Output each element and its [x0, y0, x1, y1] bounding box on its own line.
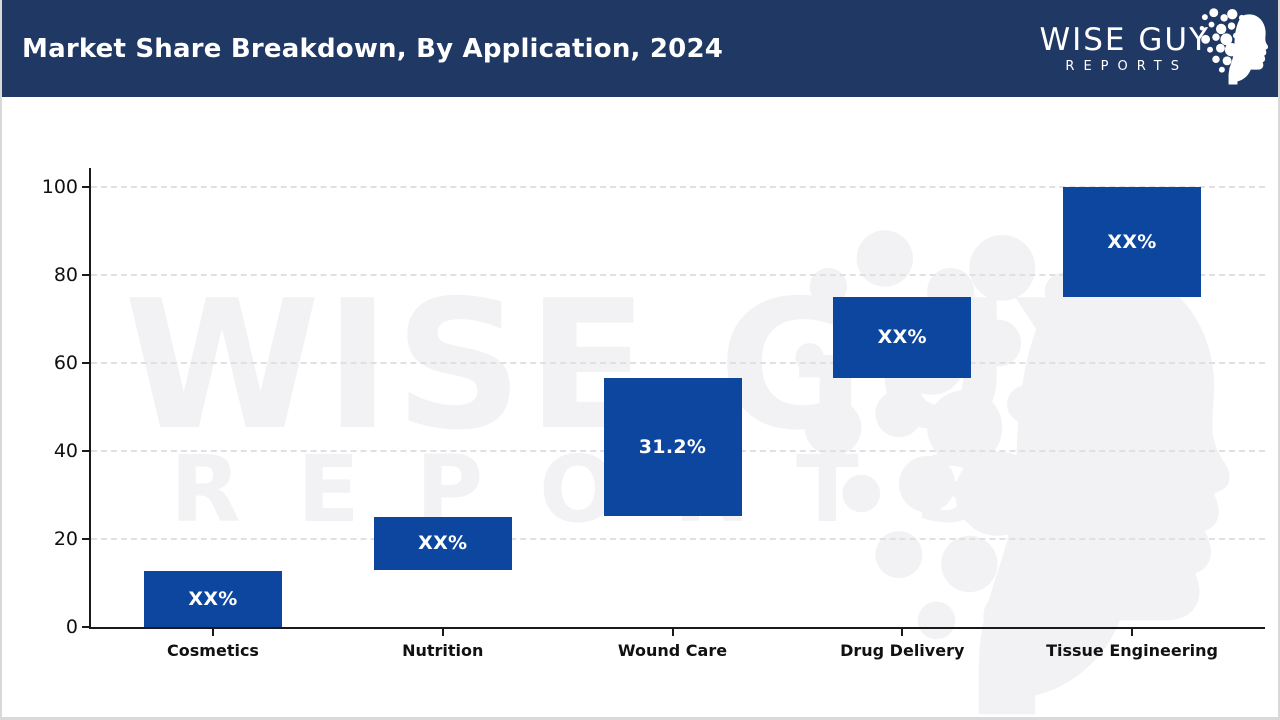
y-axis-spine: [89, 168, 91, 629]
bar-nutrition: XX%: [373, 516, 512, 571]
y-tick-mark: [82, 626, 91, 628]
bar-value-label: XX%: [188, 588, 238, 611]
gridline-y80: [91, 274, 1265, 276]
x-tick-mark: [441, 628, 444, 636]
x-tick-mark: [671, 628, 674, 636]
x-tick-label-nutrition: Nutrition: [402, 641, 484, 660]
gridline-y100: [91, 186, 1265, 188]
bar-wound-care: 31.2%: [603, 378, 742, 516]
y-tick-label: 80: [53, 264, 78, 286]
watermark-face-icon: [795, 230, 1230, 715]
y-tick-mark: [82, 450, 91, 452]
chart-title: Market Share Breakdown, By Application, …: [22, 33, 724, 64]
y-tick-label: 40: [53, 440, 78, 462]
y-tick-mark: [82, 274, 91, 276]
y-tick-label: 60: [53, 352, 78, 374]
y-tick-label: 20: [53, 528, 78, 550]
bar-cosmetics: XX%: [144, 571, 282, 627]
gridline-y20: [91, 538, 1265, 540]
y-tick-label: 100: [41, 176, 78, 198]
x-tick-mark: [901, 628, 904, 636]
y-tick-mark: [82, 362, 91, 364]
bar-value-label: 31.2%: [638, 436, 707, 459]
x-axis-spine: [89, 627, 1265, 629]
bar-value-label: XX%: [418, 532, 468, 555]
x-tick-mark: [212, 628, 214, 636]
bar-drug-delivery: XX%: [833, 296, 972, 378]
gridline-y60: [91, 362, 1265, 364]
y-tick-mark: [82, 538, 91, 540]
logo-reports-label: REPORTS: [1065, 58, 1189, 74]
x-tick-mark: [1131, 628, 1133, 636]
bar-tissue-engineering: XX%: [1063, 187, 1201, 297]
logo-face-icon: [1199, 7, 1269, 84]
logo-wiseguy-label: WISE GUY: [1039, 21, 1210, 58]
header-bar: Market Share Breakdown, By Application, …: [2, 0, 1278, 97]
wise-guy-reports-logo: WISE GUY REPORTS: [1039, 7, 1278, 89]
plot-area: 0 20 40 60 80 100 XX% Cosmetics XX% Nutrition 31.2…: [2, 97, 1278, 717]
y-tick-mark: [82, 186, 91, 188]
bar-value-label: XX%: [877, 326, 927, 349]
x-tick-label-tissue-engineering: Tissue Engineering: [1046, 641, 1218, 660]
logo-text: WISE GUY REPORTS: [1039, 21, 1210, 74]
x-tick-label-wound-care: Wound Care: [617, 641, 728, 660]
y-tick-label: 0: [65, 616, 78, 638]
x-tick-label-cosmetics: Cosmetics: [167, 641, 259, 660]
bar-value-label: XX%: [1107, 230, 1157, 253]
x-tick-label-drug-delivery: Drug Delivery: [840, 641, 965, 660]
